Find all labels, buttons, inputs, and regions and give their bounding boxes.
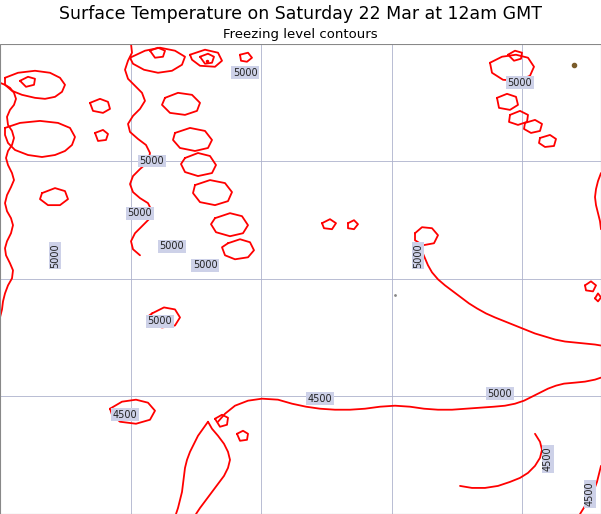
Text: 4500: 4500 xyxy=(308,394,332,403)
Text: 5000: 5000 xyxy=(508,78,532,88)
Text: 5000: 5000 xyxy=(193,260,218,270)
Text: 5000: 5000 xyxy=(487,389,512,399)
Text: 5000: 5000 xyxy=(233,68,257,78)
Text: 4500: 4500 xyxy=(585,482,595,506)
Text: 5000: 5000 xyxy=(127,208,152,218)
Text: 4500: 4500 xyxy=(543,447,553,471)
Text: 4500: 4500 xyxy=(113,410,137,420)
Text: 5000: 5000 xyxy=(413,243,423,268)
Text: 5000: 5000 xyxy=(160,241,185,251)
Bar xyxy=(0,44,601,514)
Text: 5000: 5000 xyxy=(148,317,172,326)
Text: Freezing level contours: Freezing level contours xyxy=(223,28,378,42)
Text: 5000: 5000 xyxy=(139,156,164,166)
Text: Surface Temperature on Saturday 22 Mar at 12am GMT: Surface Temperature on Saturday 22 Mar a… xyxy=(59,5,542,23)
Text: 5000: 5000 xyxy=(50,243,60,268)
